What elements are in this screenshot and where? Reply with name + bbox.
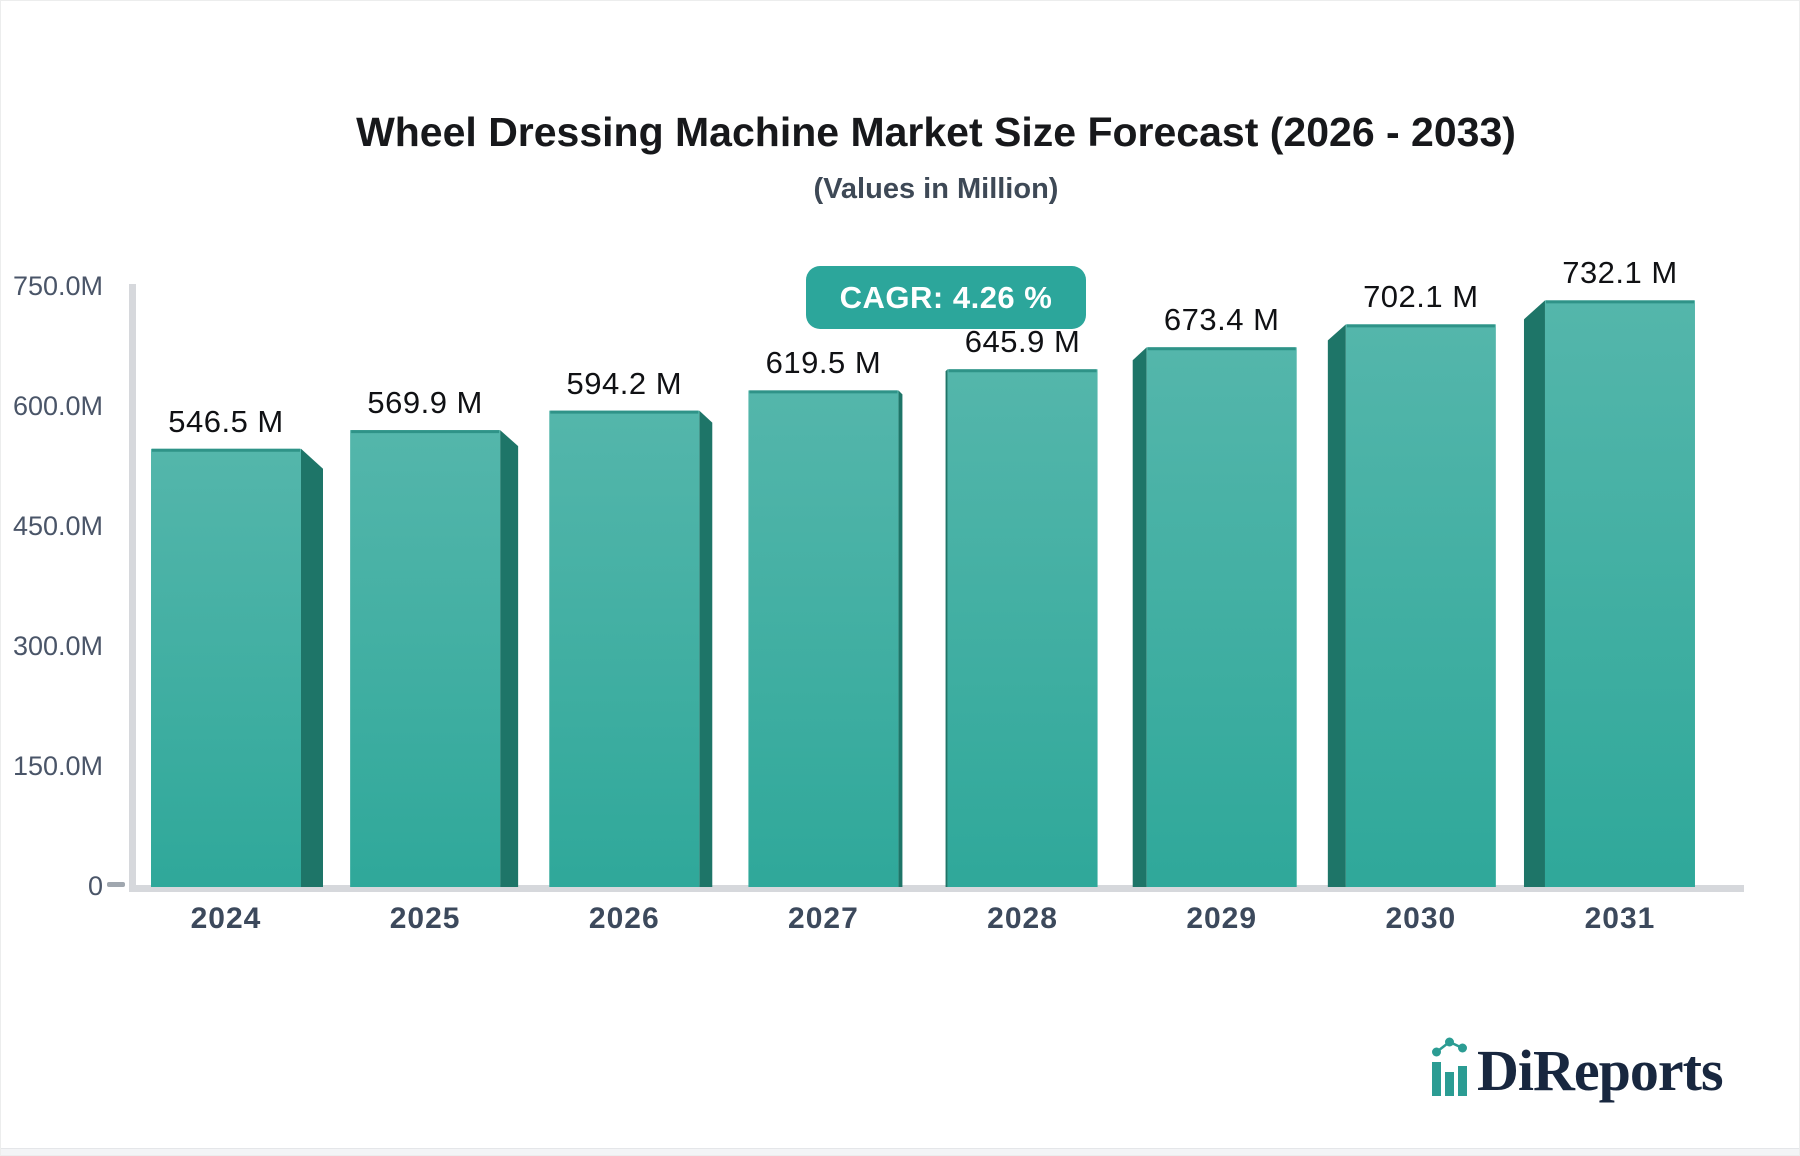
x-axis-label: 2031	[1584, 902, 1656, 935]
bar-2026	[549, 410, 713, 887]
x-axis-label: 2025	[389, 902, 461, 935]
bar-3d-side	[500, 430, 519, 887]
bar-face	[1544, 300, 1695, 887]
x-axis-label: 2029	[1186, 902, 1258, 935]
bar-3d-side	[699, 410, 713, 887]
y-axis-tick-label: 450.0M	[12, 511, 103, 541]
bar-face	[748, 390, 899, 887]
x-axis-label: 2026	[588, 902, 660, 935]
bar-face	[350, 430, 501, 887]
mini-bar-line-chart-icon	[1432, 1037, 1467, 1096]
bottom-edge-strip	[1, 1148, 1799, 1155]
bar-3d-side	[301, 448, 323, 887]
cagr-badge: CAGR: 4.26 %	[806, 266, 1086, 329]
direports-logo: DiReports	[1431, 1035, 1761, 1115]
bar-face	[549, 410, 700, 887]
bar-face	[151, 448, 301, 887]
x-axis-label: 2024	[190, 902, 262, 935]
y-axis-tick-label: 600.0M	[12, 391, 103, 421]
bar-face	[1345, 324, 1496, 887]
bar-2031	[1523, 300, 1695, 887]
bar-value-label: 619.5 M	[765, 345, 882, 381]
bar-2024	[151, 448, 323, 887]
bar-2029	[1132, 347, 1297, 887]
bar-face	[947, 369, 1098, 887]
bar-3d-side	[898, 390, 903, 887]
bar-3d-side	[1523, 300, 1545, 887]
bar-2025	[350, 430, 519, 887]
x-axis-label: 2030	[1385, 902, 1457, 935]
bar-3d-side	[1327, 324, 1346, 887]
bar-2030	[1327, 324, 1496, 887]
bar-3d-side	[1132, 347, 1147, 887]
y-axis-tick-label: 150.0M	[12, 751, 103, 781]
direports-logo-text: DiReports	[1477, 1038, 1724, 1103]
bar-value-label: 645.9 M	[964, 324, 1081, 360]
chart-title: Wheel Dressing Machine Market Size Forec…	[356, 109, 1516, 155]
chart-subtitle: (Values in Million)	[813, 173, 1059, 205]
bar-value-label: 594.2 M	[566, 365, 683, 401]
y-axis-tick-label: 750.0M	[12, 271, 103, 301]
bar-value-label: 702.1 M	[1363, 279, 1479, 315]
y-axis-tick-label: 300.0M	[12, 631, 103, 661]
bar-value-label: 732.1 M	[1562, 255, 1678, 291]
zero-tick-mark	[107, 882, 125, 887]
x-axis-line	[129, 885, 1744, 892]
cagr-badge-label: CAGR: 4.26 %	[839, 279, 1053, 315]
bar-2027	[748, 390, 903, 887]
bar-3d-side	[945, 369, 948, 887]
bar-value-label: 673.4 M	[1163, 302, 1280, 338]
x-axis-label: 2028	[987, 902, 1058, 935]
bar-value-label: 546.5 M	[168, 403, 284, 439]
bar-face	[1146, 347, 1297, 887]
bar-value-label: 569.9 M	[367, 385, 483, 421]
y-axis-line	[129, 284, 136, 891]
y-axis-tick-label: 0	[87, 871, 103, 901]
x-axis-label: 2027	[788, 902, 859, 935]
bar-2028	[945, 369, 1098, 887]
